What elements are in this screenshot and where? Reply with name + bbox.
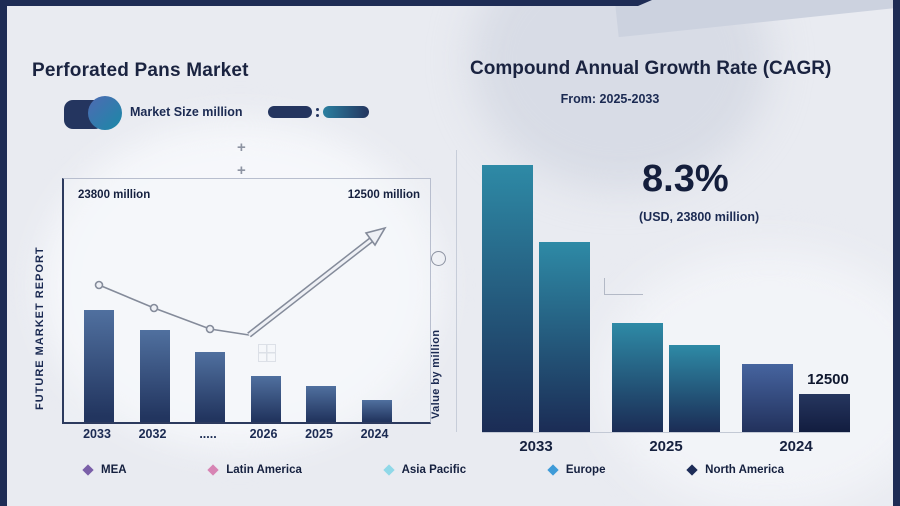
legend-item-latin-america: Latin America	[207, 464, 302, 476]
right-bar-2025-1	[669, 344, 720, 432]
left-xlabel-1: 2032	[138, 427, 167, 441]
right-bar-group-2025	[612, 160, 720, 432]
market-size-label: Market Size million	[130, 105, 243, 119]
left-xlabel-4: 2025	[305, 427, 333, 441]
left-bar-1	[139, 329, 170, 422]
right-xlabel-2025: 2025	[649, 438, 683, 455]
right-bar-2033-1	[539, 241, 590, 432]
left-xlabel-2: .....	[199, 427, 217, 441]
legend-diamond-icon	[686, 464, 698, 476]
plus-icon: +	[237, 139, 246, 156]
pill-separator-icon	[316, 108, 319, 111]
page-title: Perforated Pans Market	[32, 60, 249, 81]
left-chart-bars	[64, 179, 430, 422]
right-bar-2033-0	[482, 165, 533, 432]
cagr-subtitle: From: 2025-2033	[560, 92, 660, 106]
bottom-legend: MEA Latin America Asia Pacific Europe North …	[82, 464, 784, 476]
top-edge-bar	[0, 0, 652, 6]
right-edge-bar	[893, 0, 900, 506]
grid-icon	[258, 344, 276, 362]
icon-circle-shape	[88, 96, 122, 130]
left-bar-0	[84, 310, 114, 422]
bracket-icon	[604, 278, 643, 295]
pill-teal-icon	[323, 106, 369, 118]
circle-icon	[431, 251, 446, 266]
annotation-top-left: 23800 million	[78, 189, 151, 201]
section-divider	[456, 150, 457, 432]
annotation-top-right: 12500 million	[347, 189, 420, 201]
right-bar-2024-1	[799, 393, 850, 432]
left-edge-bar	[0, 0, 7, 506]
right-xlabel-2033: 2033	[519, 438, 553, 455]
market-size-legend: Market Size million	[64, 94, 384, 134]
right-chart-xlabels: 2033 2025 2024	[482, 438, 850, 455]
legend-label: MEA	[101, 464, 127, 476]
legend-label: Europe	[565, 464, 606, 476]
legend-item-europe: Europe	[547, 464, 606, 476]
legend-diamond-icon	[82, 464, 94, 476]
legend-diamond-icon	[207, 464, 219, 476]
legend-item-north-america: North America	[686, 464, 784, 476]
pill-navy-icon	[268, 106, 312, 118]
left-bar-3	[250, 375, 281, 422]
left-bar-2	[195, 351, 225, 422]
legend-label: North America	[705, 464, 784, 476]
value-by-million-label: Value by million	[430, 329, 442, 419]
left-bar-5	[361, 400, 392, 422]
left-bar-4	[306, 385, 336, 422]
left-xlabel-3: 2026	[249, 427, 278, 441]
right-chart-data-label: 12500	[807, 371, 849, 388]
left-xlabel-0: 2033	[83, 427, 111, 441]
future-market-report-label: FUTURE MARKET REPORT	[34, 246, 46, 410]
right-chart: 12500	[482, 160, 850, 433]
legend-item-mea: MEA	[82, 464, 127, 476]
cagr-note: (USD, 23800 million)	[639, 210, 760, 224]
legend-label: Asia Pacific	[401, 464, 467, 476]
right-chart-groups	[482, 160, 850, 432]
left-xlabel-5: 2024	[360, 427, 389, 441]
plus-icon: +	[237, 162, 246, 179]
cagr-title: Compound Annual Growth Rate (CAGR)	[470, 58, 832, 79]
left-chart: 23800 million 12500 million	[62, 178, 431, 424]
left-chart-xlabels: 2033 2032..... 2026 2025 2024	[62, 427, 428, 445]
right-xlabel-2024: 2024	[779, 438, 813, 455]
right-bar-group-2024	[742, 160, 850, 432]
legend-label: Latin America	[226, 464, 302, 476]
legend-diamond-icon	[547, 464, 559, 476]
right-bar-2024-0	[742, 364, 793, 432]
legend-diamond-icon	[382, 464, 395, 476]
legend-item-asia-pacific: Asia Pacific	[382, 464, 467, 476]
right-bar-2025-0	[612, 323, 663, 432]
right-bar-group-2033	[482, 160, 590, 432]
market-size-icon	[64, 96, 124, 132]
cagr-value: 8.3%	[642, 158, 729, 200]
